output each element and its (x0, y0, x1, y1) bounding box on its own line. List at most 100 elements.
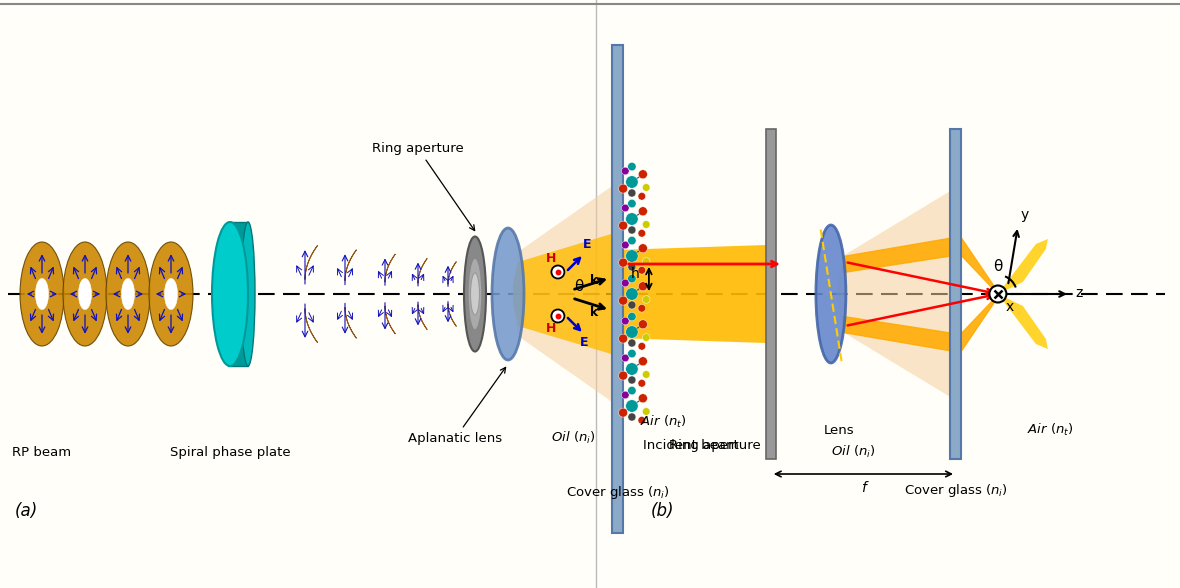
Circle shape (625, 213, 638, 225)
Polygon shape (448, 262, 457, 285)
Polygon shape (998, 239, 1048, 294)
Circle shape (642, 334, 650, 341)
Ellipse shape (122, 278, 135, 310)
Text: (a): (a) (15, 502, 38, 520)
Circle shape (642, 407, 650, 415)
Text: Aplanatic lens: Aplanatic lens (408, 368, 505, 445)
Circle shape (638, 170, 648, 179)
Ellipse shape (20, 242, 64, 346)
Text: Cover glass $(n_i)$: Cover glass $(n_i)$ (566, 484, 670, 501)
Polygon shape (228, 222, 248, 366)
Text: Cover glass $(n_i)$: Cover glass $(n_i)$ (904, 482, 1008, 499)
Text: (b): (b) (651, 502, 675, 520)
Circle shape (625, 176, 638, 188)
Circle shape (618, 184, 628, 193)
Text: RP beam: RP beam (13, 446, 72, 459)
Circle shape (622, 204, 629, 212)
Circle shape (618, 408, 628, 417)
Circle shape (628, 275, 636, 283)
Text: Lens: Lens (824, 424, 854, 437)
Circle shape (625, 326, 638, 338)
Polygon shape (835, 184, 962, 404)
Circle shape (618, 296, 628, 305)
Text: Incident beam: Incident beam (643, 439, 739, 452)
Circle shape (622, 167, 629, 175)
Circle shape (642, 183, 650, 191)
Circle shape (628, 339, 636, 347)
Circle shape (618, 221, 628, 230)
Text: E: E (583, 238, 591, 251)
Ellipse shape (164, 278, 178, 310)
Ellipse shape (241, 222, 255, 366)
Polygon shape (345, 307, 356, 338)
Circle shape (638, 266, 645, 274)
Circle shape (638, 207, 648, 216)
Text: z: z (1075, 286, 1082, 300)
Circle shape (638, 416, 645, 424)
Circle shape (551, 309, 564, 322)
Circle shape (638, 342, 645, 350)
Circle shape (638, 305, 645, 312)
Text: θ: θ (992, 259, 1002, 274)
Circle shape (638, 282, 648, 291)
Ellipse shape (468, 258, 481, 330)
Circle shape (625, 250, 638, 262)
Circle shape (618, 258, 628, 267)
Polygon shape (385, 254, 395, 282)
Text: Ring aperture: Ring aperture (372, 142, 474, 230)
Ellipse shape (35, 278, 48, 310)
Text: θ: θ (573, 279, 583, 294)
Text: h: h (630, 267, 640, 281)
Circle shape (628, 263, 636, 271)
Circle shape (628, 162, 636, 171)
Polygon shape (766, 129, 776, 459)
Text: x: x (1005, 300, 1014, 314)
Ellipse shape (815, 225, 846, 363)
Circle shape (642, 220, 650, 228)
Polygon shape (304, 308, 317, 343)
Circle shape (551, 266, 564, 279)
Circle shape (622, 241, 629, 249)
Circle shape (628, 349, 636, 358)
Text: H: H (546, 252, 556, 265)
Text: H: H (546, 322, 556, 335)
Circle shape (638, 192, 645, 200)
Circle shape (628, 376, 636, 384)
Polygon shape (304, 245, 317, 280)
Polygon shape (513, 182, 618, 406)
Circle shape (642, 258, 650, 265)
Text: Air $(n_t)$: Air $(n_t)$ (640, 414, 687, 430)
Circle shape (628, 386, 636, 395)
Polygon shape (448, 303, 457, 326)
Polygon shape (418, 258, 427, 283)
Polygon shape (418, 305, 427, 330)
Polygon shape (513, 232, 618, 356)
Text: E: E (579, 336, 589, 349)
Circle shape (638, 229, 645, 237)
Text: Spiral phase plate: Spiral phase plate (170, 446, 290, 459)
Circle shape (618, 334, 628, 343)
Text: Oil $(n_i)$: Oil $(n_i)$ (551, 430, 595, 446)
Circle shape (642, 370, 650, 378)
Text: f: f (861, 481, 866, 495)
Polygon shape (612, 45, 623, 533)
Ellipse shape (63, 242, 107, 346)
Circle shape (625, 400, 638, 412)
Ellipse shape (471, 273, 479, 315)
Circle shape (638, 320, 648, 329)
Circle shape (622, 391, 629, 399)
Text: Ring aperture: Ring aperture (669, 439, 761, 452)
Circle shape (628, 301, 636, 309)
Text: k: k (590, 274, 598, 287)
Circle shape (622, 279, 629, 287)
Circle shape (989, 286, 1007, 302)
Ellipse shape (106, 242, 150, 346)
Polygon shape (345, 250, 356, 281)
Circle shape (638, 244, 648, 253)
Circle shape (638, 357, 648, 366)
Text: k: k (590, 306, 598, 319)
Circle shape (628, 199, 636, 208)
Polygon shape (998, 294, 1048, 349)
Circle shape (642, 296, 650, 303)
Circle shape (628, 189, 636, 197)
